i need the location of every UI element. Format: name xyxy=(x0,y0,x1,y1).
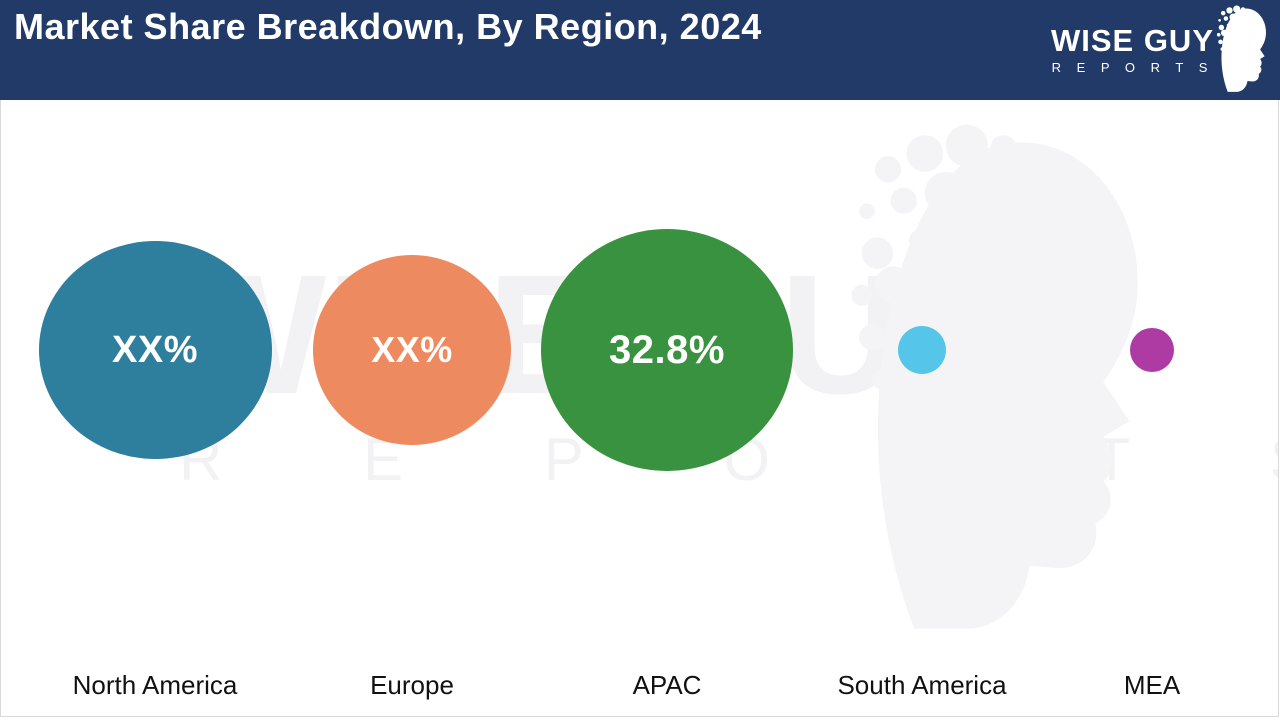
bubble-value-north-america: XX% xyxy=(112,328,198,371)
category-label-mea: MEA xyxy=(1123,670,1181,700)
page-title: Market Share Breakdown, By Region, 2024 xyxy=(14,6,762,47)
head-silhouette-icon xyxy=(1216,5,1266,92)
logo-text: WISE GUY R E P O R T S xyxy=(1051,25,1214,75)
bubble-apac: 32.8% xyxy=(541,229,793,471)
logo-subtitle: R E P O R T S xyxy=(1051,60,1214,75)
category-label-north-america: North America xyxy=(72,670,238,700)
logo-wordmark: WISE GUY xyxy=(1050,23,1214,58)
bubble-chart: WISE GUY R E P O R T S XX%North AmericaX… xyxy=(0,100,1279,717)
category-label-south-america: South America xyxy=(837,670,1007,700)
bubble-mea xyxy=(1130,328,1174,372)
header-bar: Market Share Breakdown, By Region, 2024 … xyxy=(0,0,1280,100)
category-label-apac: APAC xyxy=(632,670,702,700)
category-label-europe: Europe xyxy=(370,670,454,700)
bubble-europe: XX% xyxy=(313,255,511,445)
bubble-south-america xyxy=(898,326,946,374)
bubble-value-apac: 32.8% xyxy=(609,327,725,372)
bubble-value-europe: XX% xyxy=(371,329,453,370)
bubble-series: XX% North America XX% Europe 32.8% APAC South … xyxy=(1,100,1278,716)
wise-guy-logo: WISE GUY R E P O R T S xyxy=(1051,4,1270,96)
bubble-north-america: XX% xyxy=(38,241,272,459)
